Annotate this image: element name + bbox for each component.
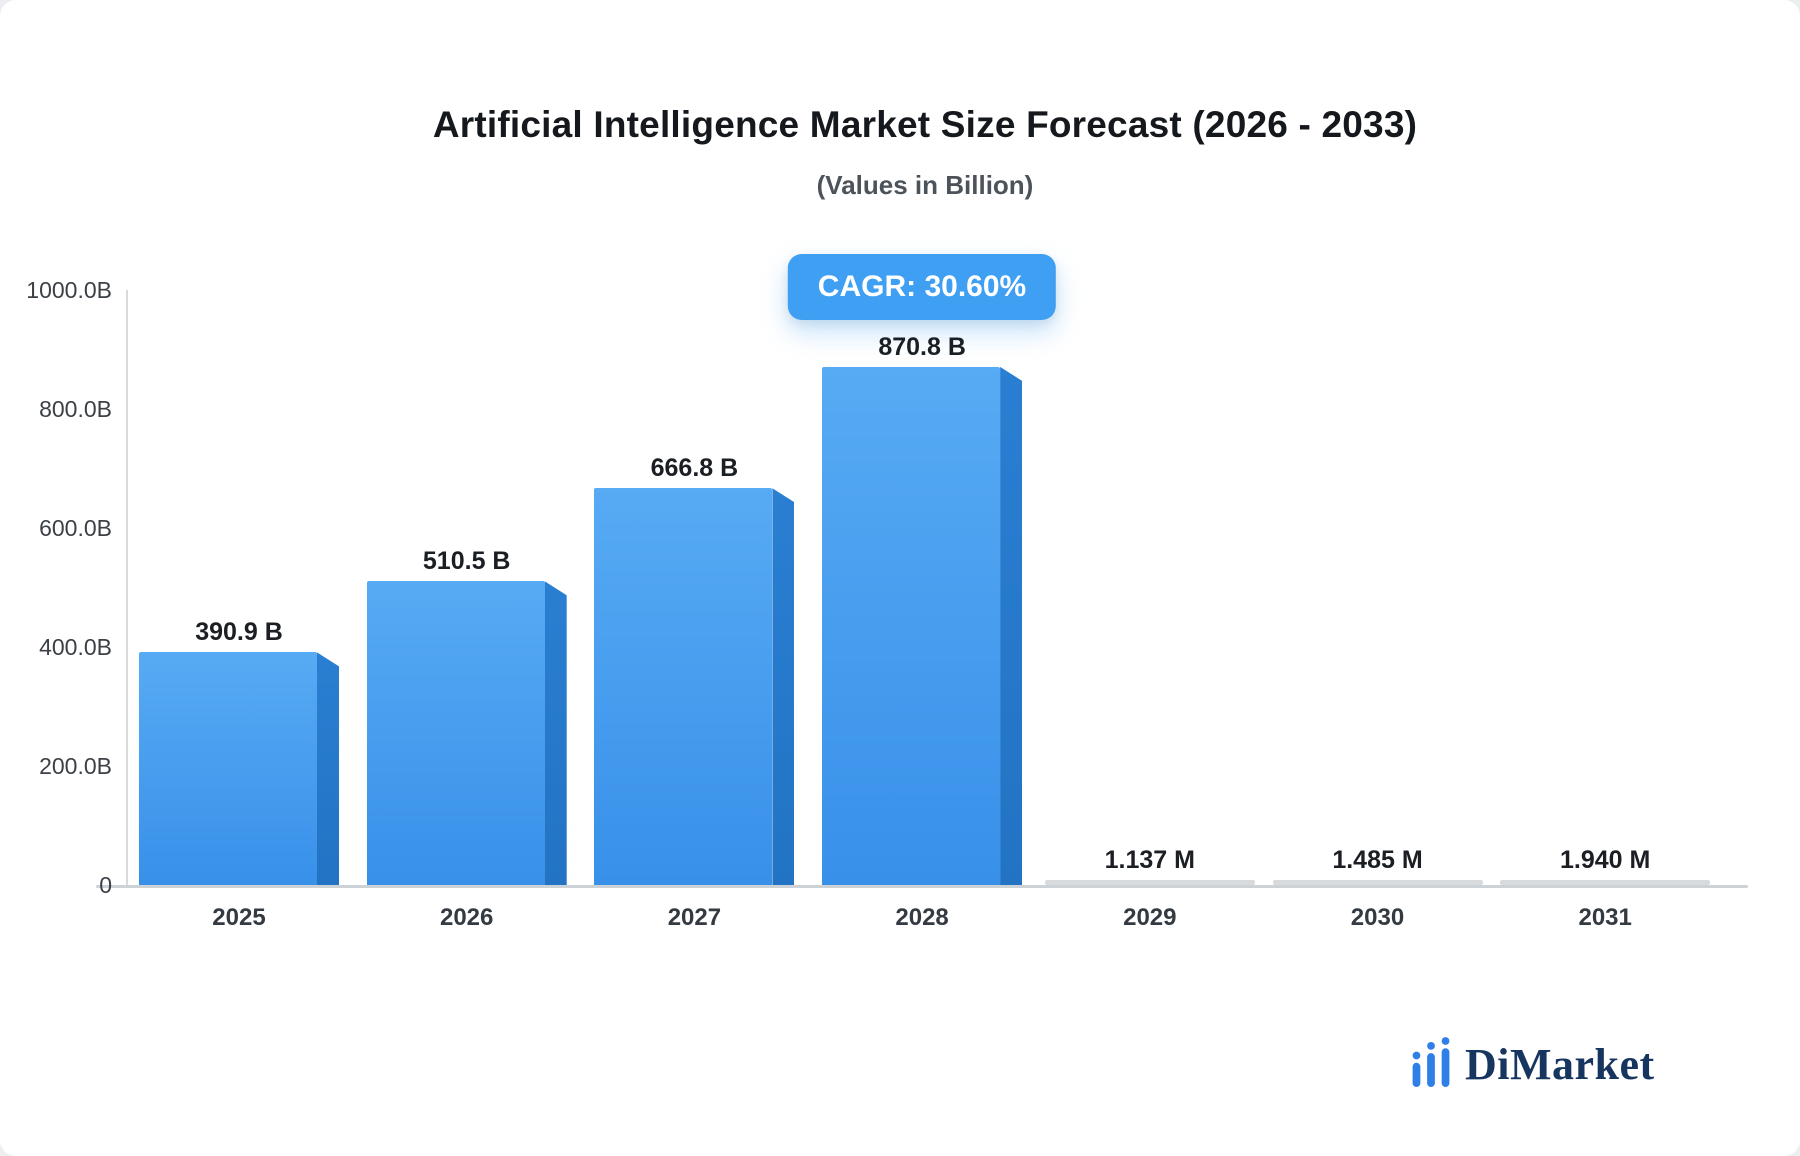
x-axis-label-2026: 2026: [439, 904, 494, 931]
x-axis-label-2030: 2030: [1350, 904, 1405, 931]
x-axis-label-2031: 2031: [1578, 904, 1632, 931]
bar-2027[interactable]: [594, 488, 773, 885]
brand-logo: DiMarket: [1408, 1036, 1655, 1092]
y-axis-label: 400.0B: [39, 634, 112, 660]
bar-2028[interactable]: [822, 366, 1001, 885]
x-axis-label-2027: 2027: [667, 904, 722, 931]
bar-side-2026: [544, 581, 567, 885]
y-axis-label: 600.0B: [39, 515, 112, 541]
value-label-2028: 870.8 B: [878, 332, 966, 361]
x-axis-label-2029: 2029: [1123, 904, 1177, 931]
value-label-2026: 510.5 B: [422, 547, 511, 576]
bar-2026[interactable]: [366, 581, 545, 885]
bar-2030[interactable]: [1272, 880, 1483, 885]
x-axis-line: [96, 885, 1748, 888]
bar-2029[interactable]: [1044, 880, 1255, 885]
bar-chart-logo-icon: [1412, 1037, 1450, 1087]
value-label-2030: 1.485 M: [1332, 846, 1423, 874]
brand-logo-text: DiMarket: [1465, 1039, 1655, 1089]
y-axis-label: 800.0B: [39, 396, 112, 422]
y-axis-label: 200.0B: [39, 753, 112, 779]
value-label-2027: 666.8 B: [650, 454, 739, 483]
value-label-2031: 1.940 M: [1560, 846, 1651, 874]
bar-side-2027: [772, 488, 795, 885]
chart-subtitle: (Values in Billion): [816, 170, 1034, 200]
bar-2025[interactable]: [139, 652, 317, 885]
x-axis-label-2028: 2028: [895, 904, 949, 931]
value-label-2025: 390.9 B: [195, 618, 283, 647]
cagr-badge: CAGR: 30.60%: [787, 254, 1057, 320]
bar-side-2028: [1000, 366, 1023, 885]
x-axis-label-2025: 2025: [212, 904, 266, 931]
y-axis-label: 1000.0B: [26, 277, 112, 303]
value-label-2029: 1.137 M: [1104, 846, 1195, 874]
bar-2031[interactable]: [1500, 880, 1711, 885]
chart-title: Artificial Intelligence Market Size Fore…: [432, 104, 1418, 145]
y-axis-line: [126, 290, 128, 887]
bar-side-2025: [317, 652, 339, 885]
y-axis-label: 0: [99, 872, 112, 898]
